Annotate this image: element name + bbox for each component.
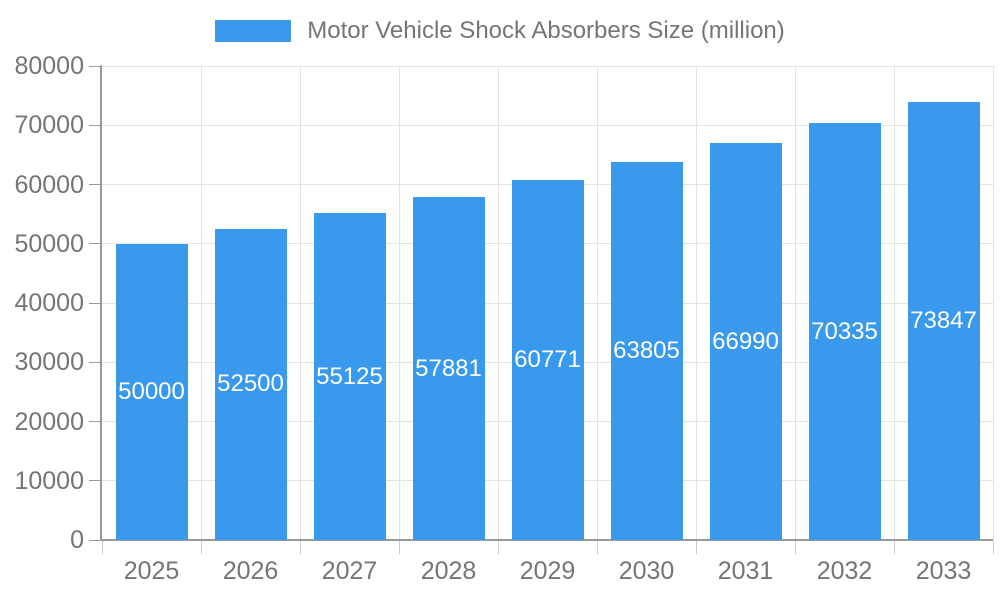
x-tick-label: 2026 [222, 557, 279, 585]
x-axis-tick [893, 541, 895, 554]
x-tick-label: 2029 [519, 557, 576, 585]
x-tick-label: 2027 [321, 557, 378, 585]
x-axis-tick [200, 541, 202, 554]
v-gridline [200, 66, 202, 540]
bar-value-label: 57881 [415, 354, 482, 382]
y-tick-label: 40000 [14, 289, 84, 317]
bar-value-label: 50000 [118, 377, 185, 405]
x-axis-tick [992, 541, 994, 554]
bar-value-label: 55125 [316, 362, 383, 390]
v-gridline [398, 66, 400, 540]
y-axis-tick [89, 480, 100, 482]
x-tick-label: 2033 [915, 557, 972, 585]
bar-value-label: 70335 [811, 317, 878, 345]
bar[interactable]: 55125 [313, 213, 386, 540]
y-tick-label: 60000 [14, 170, 84, 199]
y-axis-tick [89, 302, 100, 304]
v-gridline [695, 66, 697, 540]
y-axis-line [100, 65, 102, 541]
y-axis-tick [89, 124, 100, 126]
x-axis-tick [398, 541, 400, 554]
y-axis-tick [89, 421, 100, 422]
x-tick-label: 2031 [717, 557, 774, 585]
bar[interactable]: 66990 [709, 143, 782, 540]
x-tick-label: 2025 [123, 557, 180, 585]
y-tick-label: 10000 [14, 466, 84, 495]
y-tick-label: 80000 [14, 52, 84, 80]
y-axis-tick [89, 65, 100, 67]
legend-label: Motor Vehicle Shock Absorbers Size (mill… [307, 17, 785, 44]
x-axis-tick [101, 541, 103, 554]
x-axis-tick [596, 541, 598, 554]
bar-value-label: 52500 [217, 370, 284, 398]
v-gridline [497, 66, 499, 540]
y-axis-tick [89, 243, 100, 245]
bar-value-label: 63805 [613, 336, 680, 364]
bar-value-label: 73847 [910, 307, 977, 335]
x-axis-tick [497, 541, 499, 554]
x-tick-label: 2032 [816, 557, 873, 585]
bar[interactable]: 50000 [115, 243, 188, 540]
h-gridline [102, 124, 993, 126]
x-tick-label: 2030 [618, 557, 675, 585]
y-axis-tick [89, 361, 100, 363]
v-gridline [299, 66, 301, 540]
bar-value-label: 66990 [712, 327, 779, 355]
y-tick-label: 30000 [14, 348, 84, 377]
x-axis-line [100, 539, 993, 541]
legend-item[interactable]: Motor Vehicle Shock Absorbers Size (mill… [0, 16, 1000, 46]
x-axis-tick [695, 541, 697, 554]
v-gridline [893, 66, 895, 540]
v-gridline [992, 66, 994, 540]
bar[interactable]: 70335 [808, 123, 881, 540]
bar[interactable]: 57881 [412, 197, 485, 540]
y-tick-label: 20000 [14, 407, 84, 436]
y-tick-label: 50000 [14, 229, 84, 258]
y-tick-label: 70000 [14, 111, 84, 140]
bar[interactable]: 60771 [511, 179, 584, 540]
bar[interactable]: 52500 [214, 228, 287, 540]
bar[interactable]: 73847 [907, 102, 980, 540]
y-tick-label: 0 [70, 526, 84, 554]
x-axis-tick [794, 541, 796, 554]
x-tick-label: 2028 [420, 557, 477, 585]
y-axis-tick [89, 184, 100, 185]
y-axis-tick [89, 539, 100, 541]
v-gridline [596, 66, 598, 540]
legend-swatch-icon [215, 20, 292, 42]
bar-value-label: 60771 [514, 345, 581, 373]
h-gridline [102, 65, 993, 67]
v-gridline [794, 66, 796, 540]
bar[interactable]: 63805 [610, 161, 683, 540]
x-axis-tick [299, 541, 301, 554]
